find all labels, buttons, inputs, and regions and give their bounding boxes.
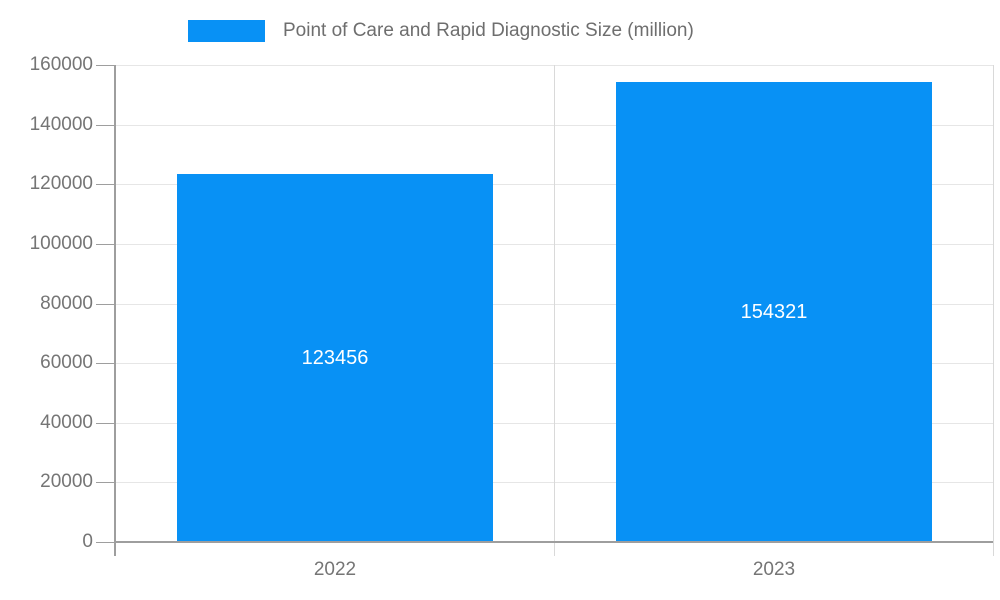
y-tick	[96, 363, 115, 364]
y-tick-label: 100000	[29, 233, 93, 254]
y-tick	[96, 482, 115, 483]
bar-label: 154321	[740, 301, 808, 323]
y-tick-label: 0	[82, 531, 93, 552]
y-tick-label: 20000	[40, 471, 93, 492]
x-axis-line	[114, 541, 993, 543]
y-tick-label: 140000	[29, 114, 93, 135]
x-tick-label: 2022	[313, 559, 357, 580]
y-tick	[96, 125, 115, 126]
y-tick-label: 60000	[40, 352, 93, 373]
legend-label: Point of Care and Rapid Diagnostic Size …	[283, 20, 694, 41]
legend[interactable]: Point of Care and Rapid Diagnostic Size …	[188, 20, 694, 42]
y-tick	[96, 65, 115, 66]
y-tick	[96, 184, 115, 185]
y-tick-label: 40000	[40, 412, 93, 433]
y-tick	[96, 542, 115, 543]
y-tick-label: 120000	[29, 173, 93, 194]
y-tick	[96, 304, 115, 305]
bar[interactable]	[177, 174, 493, 542]
y-tick	[96, 423, 115, 424]
y-tick-label: 80000	[40, 293, 93, 314]
x-tick-label: 2023	[752, 559, 796, 580]
legend-swatch-icon	[188, 20, 265, 42]
y-tick-label: 160000	[29, 54, 93, 75]
bar-label: 123456	[301, 347, 369, 369]
y-axis-line	[114, 65, 116, 556]
category-gridline	[554, 65, 555, 556]
category-gridline	[993, 65, 994, 556]
bar[interactable]	[616, 82, 932, 542]
y-tick	[96, 244, 115, 245]
